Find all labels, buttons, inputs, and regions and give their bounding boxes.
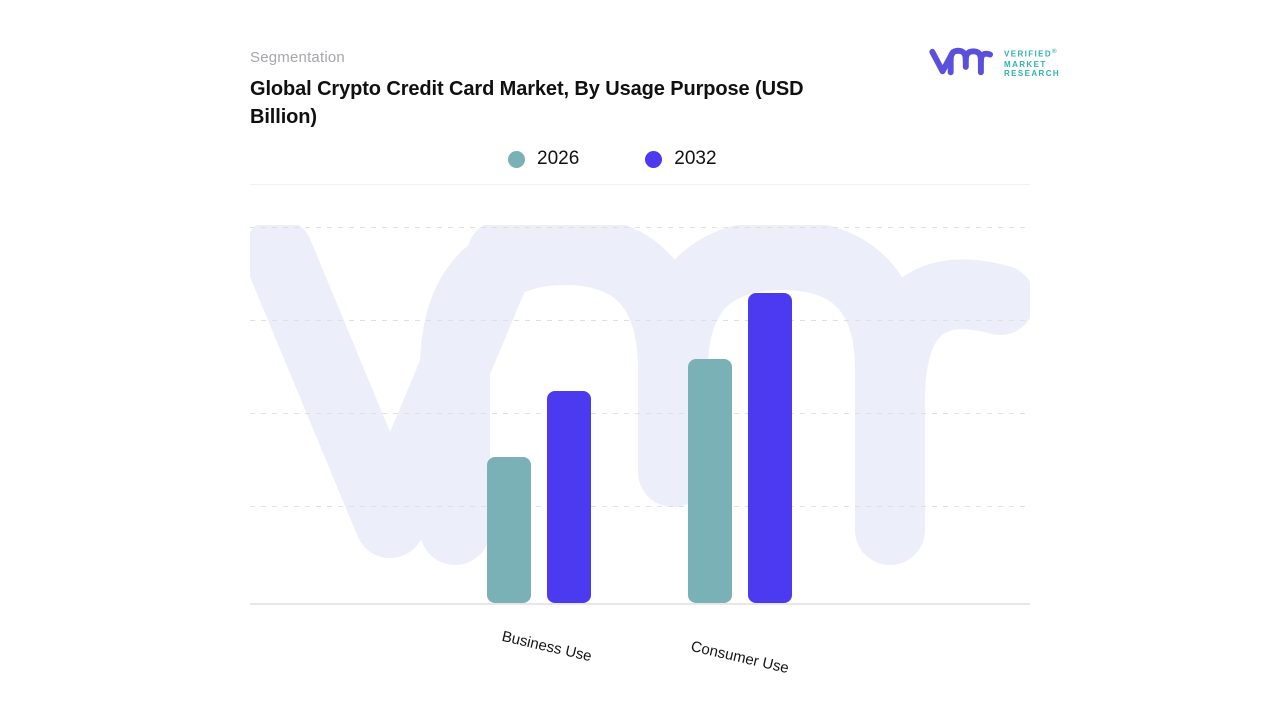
- legend-item-2026: 2026: [508, 148, 579, 170]
- gridline-3: [250, 320, 1030, 321]
- legend-item-2032: 2032: [645, 148, 717, 170]
- x-tick-business-use: Business Use: [500, 628, 594, 666]
- chart-legend: 2026 2032: [508, 148, 717, 170]
- vmr-logo: VERIFIED® MARKET RESEARCH: [928, 42, 1060, 85]
- legend-label-2026: 2026: [537, 148, 580, 169]
- bar-2026-consumer-use: [688, 359, 732, 603]
- gridline-2: [250, 413, 1030, 414]
- vmr-watermark: [250, 225, 1030, 565]
- bar-2032-business-use: [547, 391, 591, 603]
- bar-2026-business-use: [487, 457, 531, 603]
- chart-title: Global Crypto Credit Card Market, By Usa…: [250, 78, 804, 128]
- vmr-monogram-icon: [928, 42, 996, 85]
- plot-area: [250, 225, 1030, 605]
- registered-mark: ®: [1052, 49, 1057, 56]
- logo-wordmark: VERIFIED® MARKET RESEARCH: [1004, 49, 1061, 79]
- gridline-4: [250, 227, 1030, 228]
- gridline-1: [250, 506, 1030, 507]
- legend-label-2032: 2032: [674, 148, 717, 169]
- header-divider: [250, 184, 1030, 185]
- x-tick-consumer-use: Consumer Use: [689, 638, 791, 678]
- eyebrow-label: Segmentation: [250, 49, 345, 66]
- bar-2032-consumer-use: [748, 293, 792, 603]
- legend-swatch-2032: [645, 150, 663, 168]
- legend-swatch-2026: [508, 150, 525, 168]
